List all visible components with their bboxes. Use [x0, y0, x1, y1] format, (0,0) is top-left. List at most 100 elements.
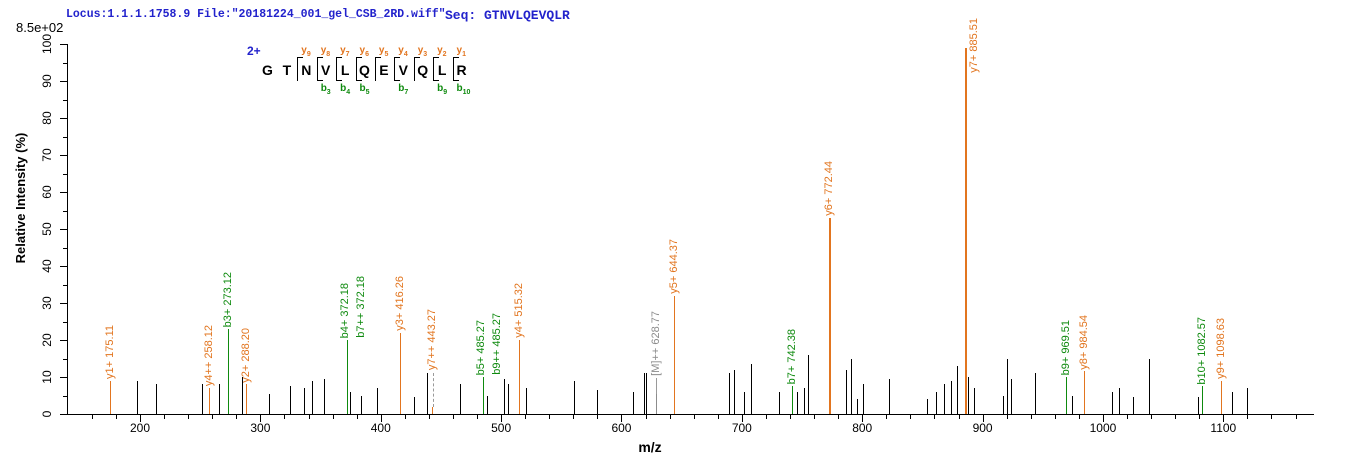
peak-label: b4+ 372.18	[338, 282, 351, 338]
fragment-b-arm	[355, 80, 362, 81]
b-ion-peak	[792, 386, 794, 414]
x-minor-tick	[814, 415, 816, 419]
background-peak	[850, 358, 852, 414]
x-minor-tick	[1127, 415, 1129, 419]
background-peak	[1007, 358, 1009, 414]
peak-label: y2+ 288.20	[239, 327, 252, 383]
peptide-residue: E	[379, 62, 389, 78]
background-peak	[574, 380, 576, 414]
x-tick-label: 600	[611, 421, 632, 435]
y-major-tick	[60, 266, 67, 267]
y-tick-label: 0	[40, 410, 54, 418]
y-minor-tick	[63, 247, 67, 249]
background-peak	[1035, 373, 1037, 414]
y-minor-tick	[63, 62, 67, 64]
y-ion-label: y6	[359, 45, 369, 58]
fragment-boundary-line	[355, 57, 357, 81]
background-peak	[504, 378, 506, 414]
x-minor-tick	[1271, 415, 1273, 419]
x-minor-tick	[717, 415, 719, 419]
y-major-tick	[60, 303, 67, 304]
x-minor-tick	[597, 415, 599, 419]
x-major-tick	[1223, 415, 1225, 422]
x-minor-tick	[188, 415, 190, 419]
background-peak	[1010, 378, 1012, 414]
y-major-tick	[60, 81, 67, 82]
background-peak	[643, 373, 645, 414]
x-minor-tick	[1151, 415, 1153, 419]
background-peak	[729, 373, 731, 414]
y-minor-tick	[63, 321, 67, 323]
peak-label: [M]++ 628.77	[649, 310, 662, 376]
y-ion-label: y4	[398, 45, 408, 58]
x-minor-tick	[477, 415, 479, 419]
y-ion-peak	[519, 340, 521, 414]
fragment-y-arm	[374, 57, 381, 58]
b-ion-label: b4	[340, 83, 351, 96]
background-peak	[218, 384, 220, 414]
background-peak	[269, 393, 271, 414]
y-ion-label: y7	[340, 45, 350, 58]
background-peak	[137, 380, 139, 414]
x-minor-tick	[910, 415, 912, 419]
background-peak	[459, 384, 461, 414]
background-peak	[750, 364, 752, 414]
peak-label: y6+ 772.44	[822, 161, 835, 216]
y-tick-label: 50	[40, 222, 54, 236]
y-minor-tick	[63, 136, 67, 138]
background-peak	[950, 380, 952, 414]
peak-label: b9++ 485.27	[490, 313, 503, 375]
label-leader-line	[656, 377, 658, 394]
background-peak	[323, 378, 325, 414]
x-minor-tick	[1054, 415, 1056, 419]
x-minor-tick	[332, 415, 334, 419]
peptide-residue: L	[437, 62, 447, 78]
y-ion-label: y2	[437, 45, 447, 58]
y-tick-label: 100	[40, 33, 54, 55]
y-major-tick	[60, 192, 67, 193]
fragment-y-arm	[394, 57, 401, 58]
x-minor-tick	[886, 415, 888, 419]
background-peak	[507, 384, 509, 414]
x-minor-tick	[789, 415, 791, 419]
background-peak	[289, 386, 291, 414]
fragment-b-arm	[316, 80, 323, 81]
header-seq-value: GTNVLQEVQLR	[484, 8, 570, 23]
background-peak	[1149, 358, 1151, 414]
b-ion-peak	[227, 328, 229, 414]
x-minor-tick	[669, 415, 671, 419]
x-minor-tick	[1078, 415, 1080, 419]
y-ion-label: y8	[320, 45, 331, 58]
x-major-tick	[501, 415, 503, 422]
y-ion-label: y1	[456, 45, 466, 58]
background-peak	[633, 391, 635, 414]
background-peak	[1197, 397, 1199, 414]
peak-label: y5+ 644.37	[668, 238, 681, 294]
y-ion-peak	[674, 295, 676, 414]
x-minor-tick	[428, 415, 430, 419]
y-tick-label: 70	[40, 148, 54, 162]
b-ion-label: b9	[437, 83, 448, 96]
x-tick-label: 900	[972, 421, 993, 435]
y-major-tick	[60, 414, 67, 415]
x-minor-tick	[573, 415, 575, 419]
peptide-residue: T	[282, 62, 292, 78]
x-minor-tick	[1247, 415, 1249, 419]
fragment-y-arm	[297, 57, 304, 58]
background-peak	[1112, 391, 1114, 414]
fragment-y-arm	[355, 57, 362, 58]
x-minor-tick	[525, 415, 527, 419]
background-peak	[926, 399, 928, 414]
fragment-b-arm	[433, 80, 440, 81]
fragment-boundary-line	[452, 57, 454, 81]
x-minor-tick	[645, 415, 647, 419]
y-tick-label: 30	[40, 296, 54, 310]
x-major-tick	[260, 415, 262, 422]
peak-label: y1+ 175.11	[103, 324, 116, 379]
y-ion-peak	[1083, 371, 1085, 414]
x-minor-tick	[693, 415, 695, 419]
y-ion-label: y9	[301, 45, 311, 58]
x-minor-tick	[838, 415, 840, 419]
peptide-residue: V	[398, 62, 408, 78]
